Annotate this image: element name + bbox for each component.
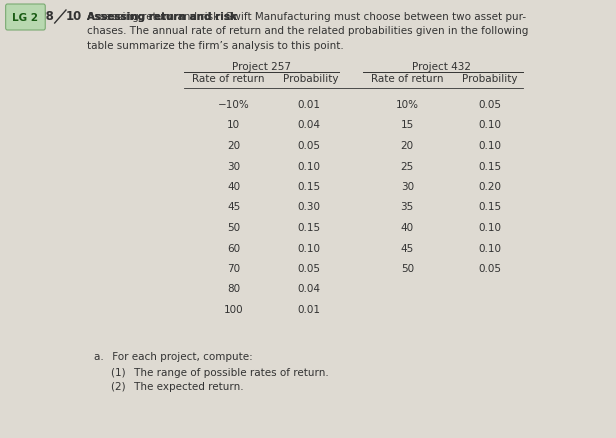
Text: 80: 80 — [227, 285, 240, 294]
Text: 45: 45 — [227, 202, 240, 212]
Text: 50: 50 — [400, 264, 414, 274]
Text: 0.05: 0.05 — [479, 264, 501, 274]
Text: LG 2: LG 2 — [12, 13, 38, 23]
Text: Project 432: Project 432 — [411, 62, 471, 72]
Text: Rate of return: Rate of return — [371, 74, 444, 84]
Text: 0.01: 0.01 — [298, 100, 321, 110]
Text: 0.15: 0.15 — [298, 182, 321, 192]
Text: 0.15: 0.15 — [479, 162, 502, 172]
Text: Project 257: Project 257 — [232, 62, 291, 72]
Text: 10: 10 — [227, 120, 240, 131]
Text: 100: 100 — [224, 305, 243, 315]
FancyBboxPatch shape — [6, 4, 45, 30]
Text: 15: 15 — [400, 120, 414, 131]
Text: 20: 20 — [400, 141, 414, 151]
Text: 30: 30 — [227, 162, 240, 172]
Text: Assessing return and risk: Assessing return and risk — [87, 12, 237, 22]
Text: 40: 40 — [227, 182, 240, 192]
Text: 0.01: 0.01 — [298, 305, 321, 315]
Text: 0.04: 0.04 — [298, 285, 321, 294]
Text: 60: 60 — [227, 244, 240, 254]
Text: Assessing return and risk: Assessing return and risk — [87, 12, 237, 22]
Text: Probability: Probability — [283, 74, 339, 84]
Text: 30: 30 — [400, 182, 414, 192]
Text: 0.10: 0.10 — [479, 244, 501, 254]
Text: 0.05: 0.05 — [479, 100, 501, 110]
Text: 0.20: 0.20 — [479, 182, 501, 192]
Text: 0.10: 0.10 — [479, 223, 501, 233]
Text: 0.15: 0.15 — [479, 202, 502, 212]
Text: 0.04: 0.04 — [298, 120, 321, 131]
Text: 35: 35 — [400, 202, 414, 212]
Text: 0.05: 0.05 — [298, 141, 321, 151]
Text: a.  For each project, compute:: a. For each project, compute: — [94, 352, 253, 362]
Text: 25: 25 — [400, 162, 414, 172]
Text: (2)  The expected return.: (2) The expected return. — [111, 382, 244, 392]
Text: 0.10: 0.10 — [479, 141, 501, 151]
Text: Probability: Probability — [463, 74, 518, 84]
Text: 10: 10 — [66, 11, 83, 24]
Text: 0.30: 0.30 — [298, 202, 321, 212]
Text: 70: 70 — [227, 264, 240, 274]
Text: 0.10: 0.10 — [479, 120, 501, 131]
Text: 0.05: 0.05 — [298, 264, 321, 274]
Text: P8: P8 — [38, 11, 55, 24]
Text: 40: 40 — [400, 223, 414, 233]
Text: −10%: −10% — [218, 100, 249, 110]
Text: 10%: 10% — [395, 100, 419, 110]
Text: (1)  The range of possible rates of return.: (1) The range of possible rates of retur… — [111, 368, 329, 378]
Text: 0.10: 0.10 — [298, 162, 321, 172]
Text: Assessing return and risk  Swift Manufacturing must choose between two asset pur: Assessing return and risk Swift Manufact… — [87, 12, 528, 51]
Text: 50: 50 — [227, 223, 240, 233]
Text: 0.10: 0.10 — [298, 244, 321, 254]
Text: 20: 20 — [227, 141, 240, 151]
Text: 0.15: 0.15 — [298, 223, 321, 233]
Text: Rate of return: Rate of return — [192, 74, 264, 84]
Text: 45: 45 — [400, 244, 414, 254]
